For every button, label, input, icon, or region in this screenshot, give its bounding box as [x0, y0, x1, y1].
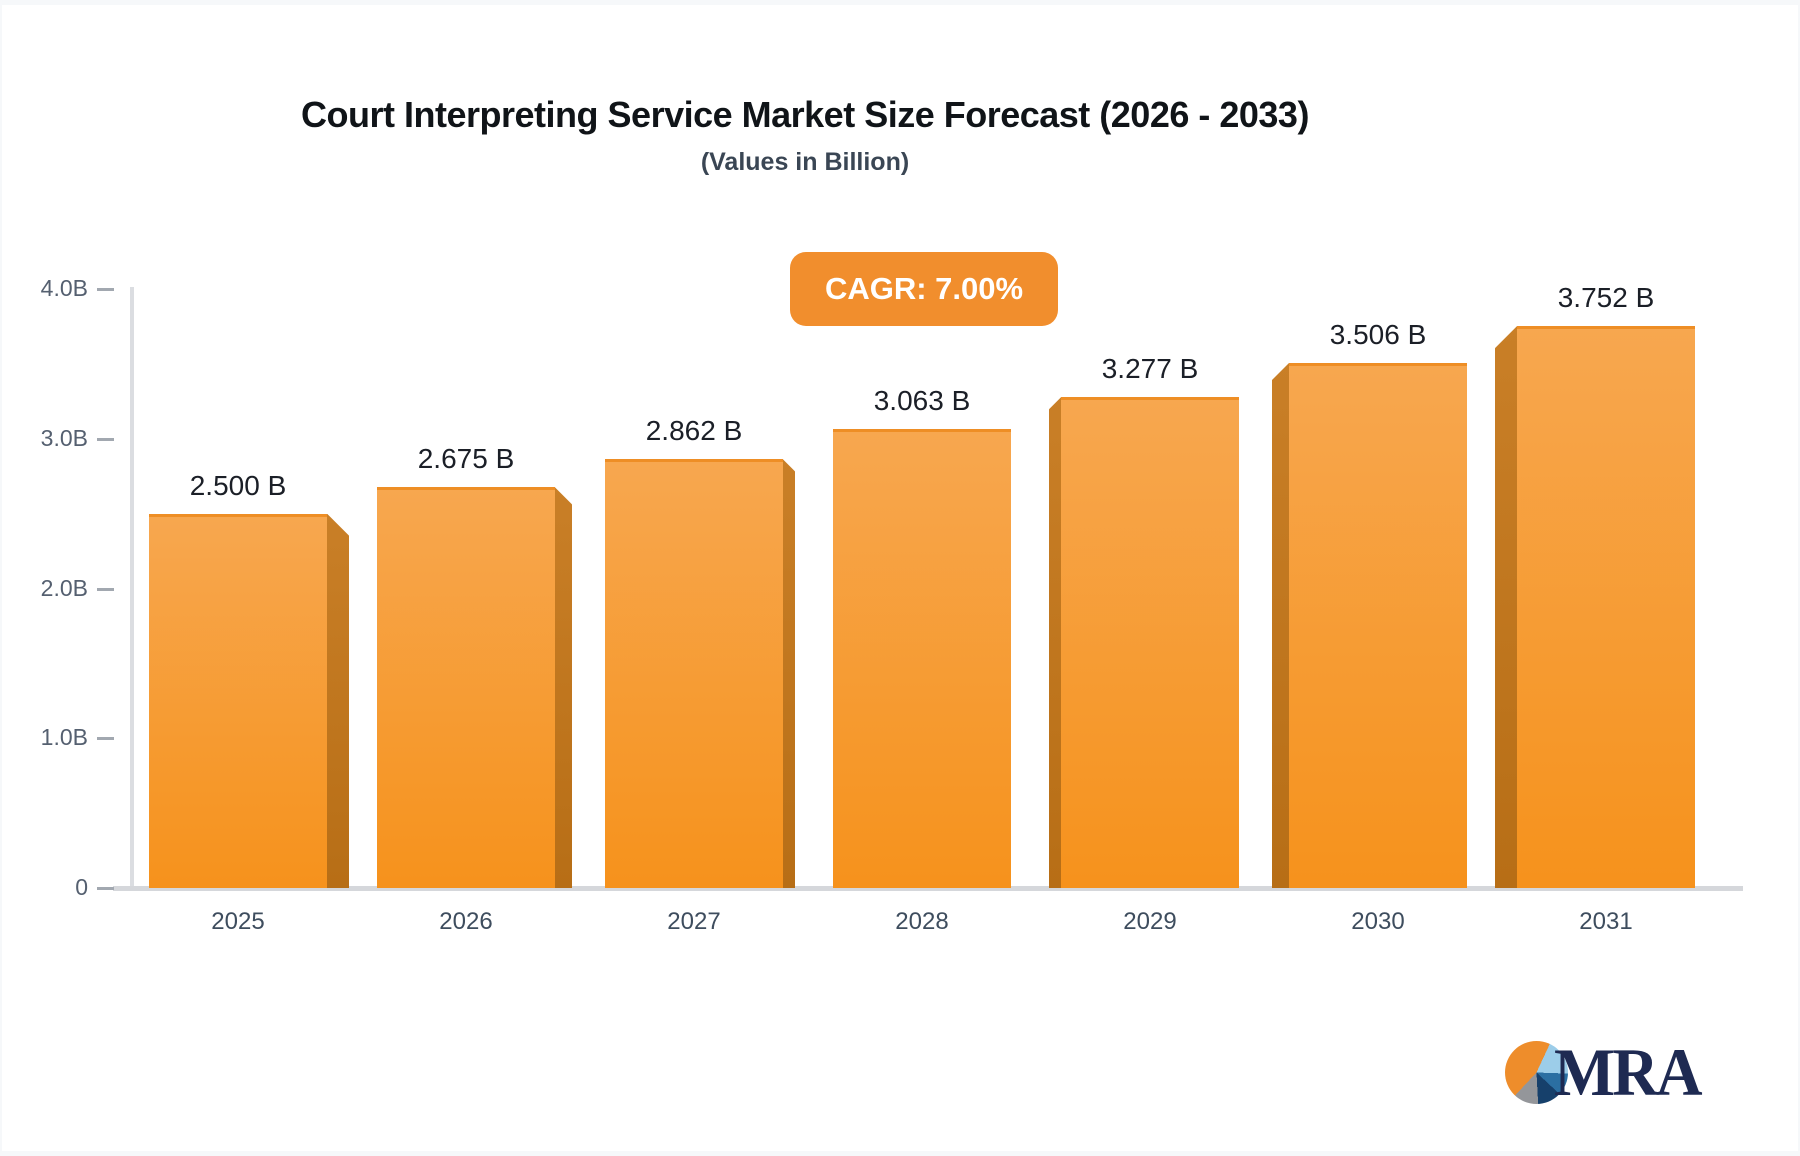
y-tick-label-1.0B: 1.0B: [40, 724, 88, 751]
bar-value-label-2030: 3.506 B: [1329, 318, 1427, 350]
page-edge-top: [0, 0, 1800, 5]
x-tick-label-2030: 2030: [1351, 908, 1405, 935]
bar-value-label-2026: 2.675 B: [417, 443, 515, 475]
y-tick-dash-4.0B: [97, 288, 114, 291]
x-tick-label-2027: 2027: [667, 908, 721, 935]
page-edge-left: [0, 0, 2, 1156]
y-axis-line: [130, 287, 134, 888]
page-edge-bottom: [0, 1151, 1800, 1156]
bar-2031: [1517, 326, 1695, 888]
bar-value-label-2027: 2.862 B: [645, 415, 743, 447]
x-tick-label-2028: 2028: [895, 908, 949, 935]
bar-value-label-2028: 3.063 B: [873, 385, 971, 417]
bar-value-label-2031: 3.752 B: [1557, 282, 1655, 314]
bar-side-2026: [555, 487, 572, 888]
bar-2029: [1061, 397, 1239, 888]
logo-text: MRA: [1554, 1034, 1703, 1110]
bar-2026: [377, 487, 555, 888]
bar-side-2030: [1272, 362, 1289, 888]
page-edge-right: [1798, 0, 1800, 1156]
chart-title: Court Interpreting Service Market Size F…: [301, 94, 1309, 135]
bar-side-2025: [327, 513, 349, 888]
chart-subtitle: (Values in Billion): [700, 148, 910, 176]
y-tick-dash-3.0B: [97, 437, 114, 441]
bar-side-2027: [783, 459, 795, 888]
y-tick-dash-1.0B: [97, 737, 114, 741]
bar-2030: [1289, 362, 1467, 888]
bar-value-label-2029: 3.277 B: [1101, 353, 1199, 385]
bar-2025: [149, 513, 327, 888]
y-tick-label-2.0B: 2.0B: [40, 574, 88, 601]
x-axis-baseline: [113, 886, 1743, 891]
y-tick-label-3.0B: 3.0B: [40, 424, 88, 451]
y-tick-dash-2.0B: [97, 587, 114, 591]
bar-value-label-2025: 2.500 B: [189, 469, 287, 501]
bar-2028: [833, 429, 1011, 888]
x-tick-label-2025: 2025: [211, 908, 265, 935]
y-tick-dash-0: [97, 887, 114, 890]
x-tick-label-2026: 2026: [439, 908, 493, 935]
bar-side-2031: [1495, 326, 1517, 888]
y-tick-label-0: 0: [75, 874, 88, 900]
y-tick-label-4.0B: 4.0B: [40, 275, 88, 301]
pie-chart-icon: [1505, 1040, 1568, 1104]
mra-logo: MRA: [1505, 1038, 1707, 1106]
cagr-badge: CAGR: 7.00%: [790, 252, 1058, 326]
bar-2027: [605, 459, 783, 888]
bar-side-2029: [1049, 397, 1061, 888]
x-tick-label-2031: 2031: [1579, 908, 1633, 935]
x-tick-label-2029: 2029: [1123, 908, 1177, 935]
